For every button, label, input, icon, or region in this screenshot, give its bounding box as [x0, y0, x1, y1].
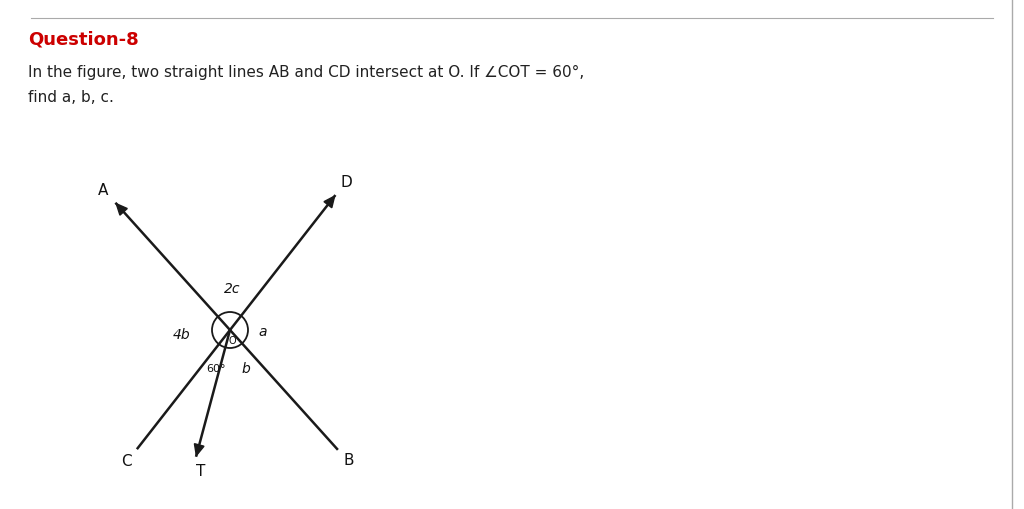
Polygon shape — [117, 204, 127, 215]
Text: 2c: 2c — [224, 282, 241, 296]
Text: C: C — [121, 454, 132, 469]
Text: 60°: 60° — [206, 364, 225, 374]
Text: a: a — [258, 325, 266, 339]
Text: Question-8: Question-8 — [28, 30, 138, 48]
Text: find a, b, c.: find a, b, c. — [28, 90, 114, 105]
Polygon shape — [324, 196, 335, 208]
Text: b: b — [242, 362, 251, 376]
Text: B: B — [343, 453, 353, 468]
Text: T: T — [196, 464, 205, 478]
Text: D: D — [341, 175, 352, 190]
Text: 4b: 4b — [172, 328, 190, 342]
Text: A: A — [98, 183, 109, 197]
Polygon shape — [195, 444, 204, 456]
Text: O: O — [228, 336, 236, 346]
Text: In the figure, two straight lines AB and CD intersect at O. If ∠COT = 60°,: In the figure, two straight lines AB and… — [28, 65, 585, 80]
